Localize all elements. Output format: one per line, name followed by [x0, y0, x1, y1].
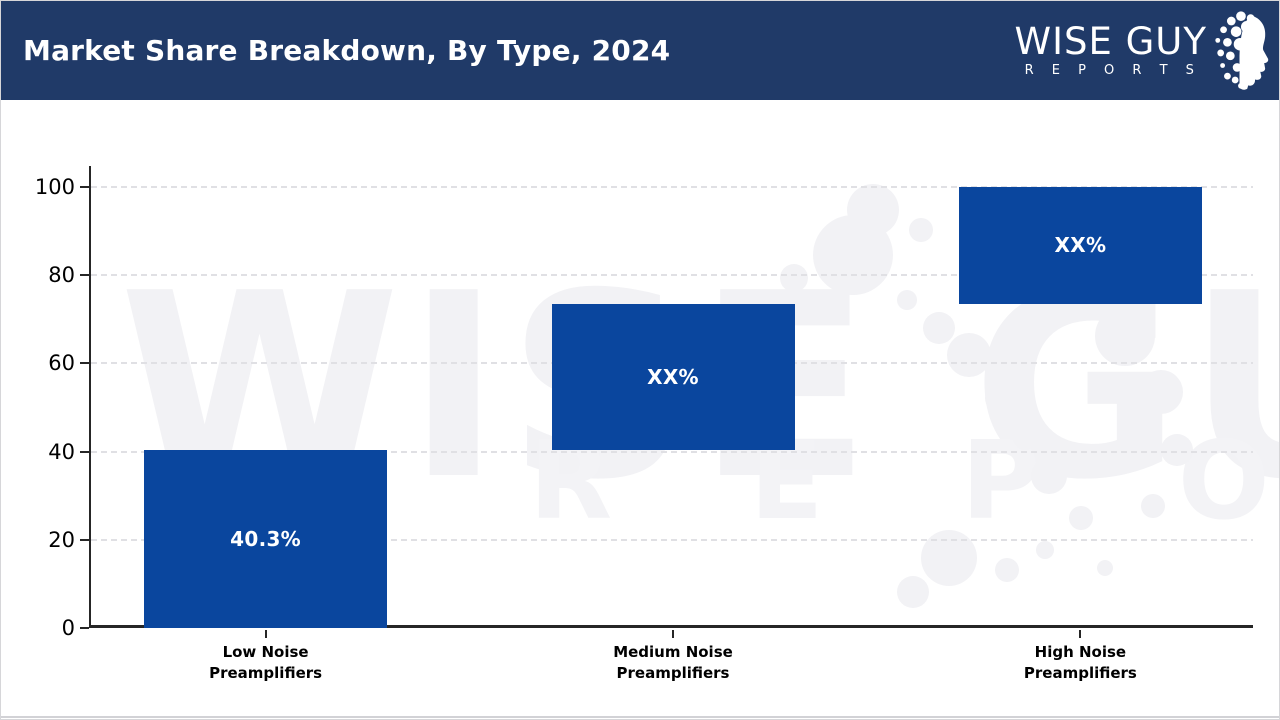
watermark-face-dots [780, 184, 1193, 608]
gridline-20 [91, 538, 1253, 541]
y-tick-label-0: 0 [61, 616, 75, 640]
logo-face-icon [1215, 10, 1269, 90]
bar-segment: XX% [551, 303, 795, 451]
brand-logo: WISE GUY R E P O R T S [1015, 1, 1269, 100]
y-tick-label-60: 60 [48, 351, 75, 376]
x-tick-mark [672, 630, 674, 638]
y-tick-label-80: 80 [48, 263, 75, 288]
y-tick-mark-20 [80, 538, 89, 541]
gridline-40 [91, 450, 1253, 453]
brand-logo-text: WISE GUY R E P O R T S [1015, 23, 1207, 78]
bar-value-label: 40.3% [230, 527, 302, 552]
bar-value-label: XX% [1054, 233, 1107, 258]
y-tick-mark-40 [80, 450, 89, 453]
gridline-80 [91, 274, 1253, 277]
plot-area: 0 20 40 60 80 100 40.3% Low Noise Preamplifiers X… [35, 166, 1253, 682]
y-tick-mark-100 [80, 186, 89, 188]
y-tick-label-20: 20 [48, 527, 75, 552]
logo-subtext: R E P O R T S [1024, 63, 1201, 78]
header: Market Share Breakdown, By Type, 2024 WI… [1, 1, 1279, 100]
gridline-100 [91, 186, 1253, 188]
y-tick-mark-0 [80, 627, 89, 629]
x-category-label: High Noise Preamplifiers [1023, 643, 1137, 682]
y-tick-mark-60 [80, 362, 89, 365]
y-tick-mark-80 [80, 274, 89, 277]
bottom-divider [1, 716, 1279, 718]
x-tick-mark [1079, 630, 1082, 638]
bar-value-label: XX% [647, 365, 699, 390]
page-title: Market Share Breakdown, By Type, 2024 [23, 34, 671, 67]
x-category-label: Low Noise Preamplifiers [209, 643, 323, 682]
x-tick-mark [264, 630, 267, 638]
x-category-label: Medium Noise Preamplifiers [613, 643, 733, 682]
logo-wordmark: WISE GUY [1014, 20, 1207, 63]
y-tick-label-100: 100 [34, 175, 75, 199]
bar-segment: XX% [958, 187, 1202, 304]
bar-segment: 40.3% [144, 450, 388, 628]
y-tick-label-40: 40 [48, 439, 75, 464]
